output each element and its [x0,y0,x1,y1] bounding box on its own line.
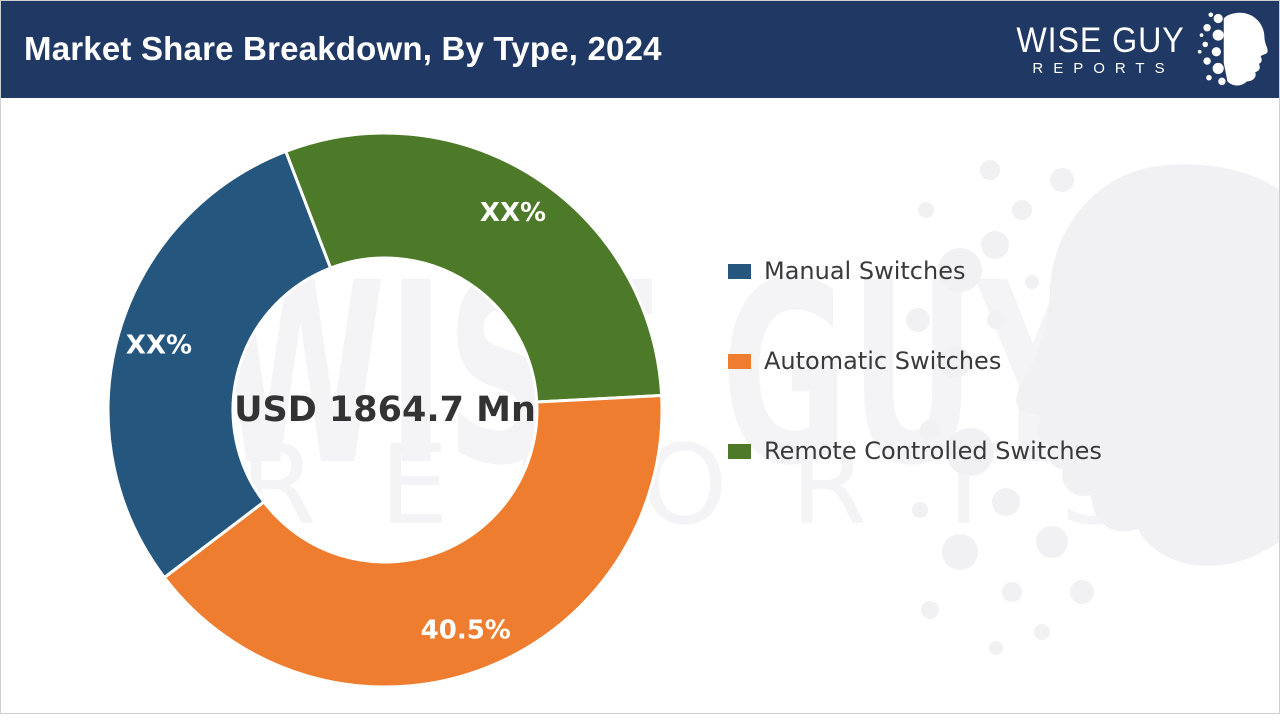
header-bar: Market Share Breakdown, By Type, 2024 WI… [0,0,1280,98]
donut-segment-remote-controlled-switches [283,131,664,404]
legend-swatch [728,444,751,459]
logo-text: WISE GUY REPORTS [1009,23,1192,76]
legend-item: Remote Controlled Switches [728,435,1102,468]
legend-swatch [728,354,751,369]
watermark-head-silhouette [1016,164,1280,566]
donut-segment-manual-switches [106,149,333,580]
wise-guy-reports-logo: WISE GUY REPORTS [1009,6,1270,92]
logo-wiseguy-label: WISE GUY [1016,20,1185,60]
legend-label: Remote Controlled Switches [764,437,1102,466]
logo-reports-label: REPORTS [1032,59,1175,77]
legend: Manual Switches Automatic Switches Remote … [728,255,1102,525]
legend-swatch [728,264,751,279]
legend-item: Automatic Switches [728,345,1102,378]
donut-segment-label: XX% [126,331,192,361]
donut-segment-label: XX% [480,198,546,228]
donut-segment-automatic-switches [162,393,664,689]
logo-face-icon [1197,12,1268,86]
legend-label: Manual Switches [764,257,966,286]
donut-center-value: USD 1864.7 Mn [234,390,536,430]
page-title: Market Share Breakdown, By Type, 2024 [24,30,662,67]
donut-segment-label: 40.5% [421,616,511,646]
watermark-face-graphic [906,160,1280,655]
legend-label: Automatic Switches [764,347,1002,376]
donut-chart: XX% 40.5% XX% USD 1864.7 Mn [106,131,664,689]
legend-item: Manual Switches [728,255,1102,288]
